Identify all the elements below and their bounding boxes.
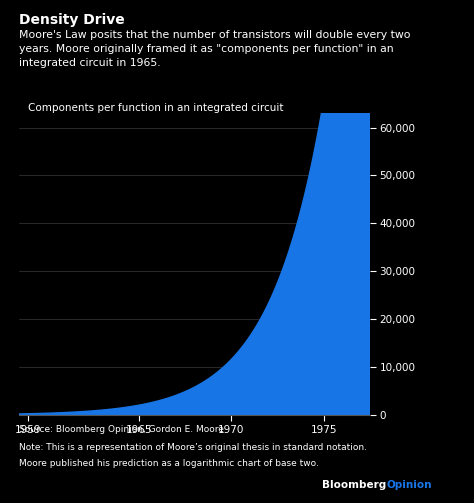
Text: Bloomberg: Bloomberg [322,480,387,490]
Text: Moore's Law posits that the number of transistors will double every two
years. M: Moore's Law posits that the number of tr… [19,30,410,68]
Text: Density Drive: Density Drive [19,13,125,27]
Text: Moore published his prediction as a logarithmic chart of base two.: Moore published his prediction as a loga… [19,459,319,468]
Text: Note: This is a representation of Moore’s original thesis in standard notation.: Note: This is a representation of Moore’… [19,443,367,452]
Text: Source: Bloomberg Opinion, Gordon E. Moore: Source: Bloomberg Opinion, Gordon E. Moo… [19,425,224,434]
Text: Opinion: Opinion [386,480,432,490]
Text: Components per function in an integrated circuit: Components per function in an integrated… [28,103,284,113]
